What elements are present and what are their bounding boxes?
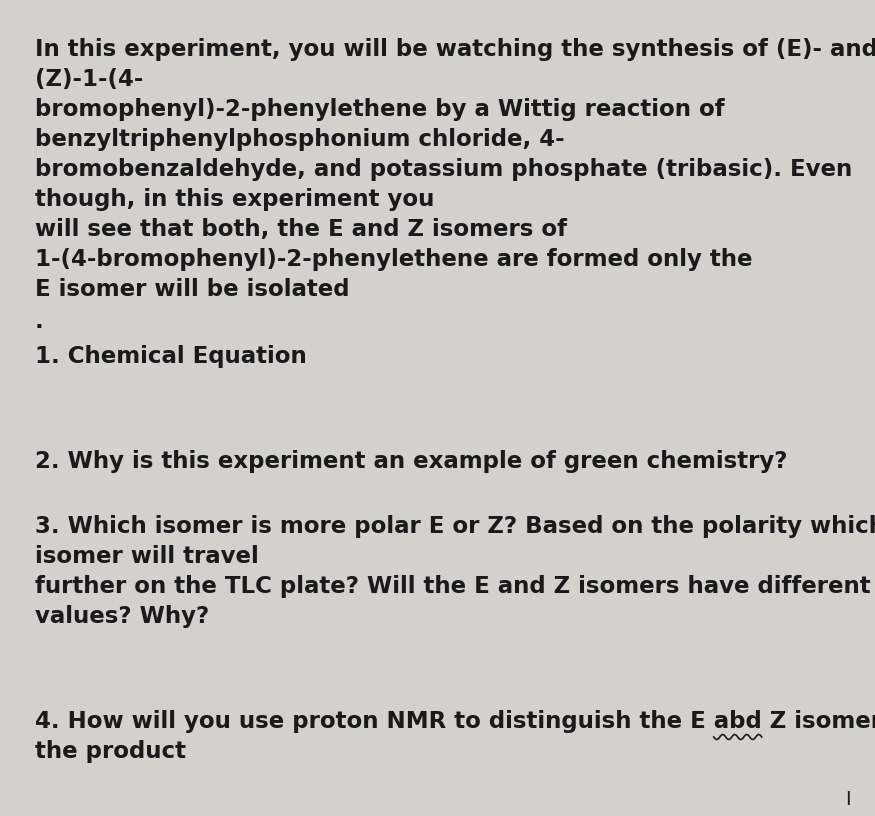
Text: .: . — [35, 310, 44, 333]
Text: 4. How will you use proton NMR to distinguish the E abd: 4. How will you use proton NMR to distin… — [35, 710, 762, 733]
Text: benzyltriphenylphosphonium chloride, 4-: benzyltriphenylphosphonium chloride, 4- — [35, 128, 564, 151]
Text: further on the TLC plate? Will the E and Z isomers have different Rf: further on the TLC plate? Will the E and… — [35, 575, 875, 598]
Text: In this experiment, you will be watching the synthesis of (E)- and: In this experiment, you will be watching… — [35, 38, 875, 61]
Text: I: I — [845, 790, 850, 809]
Text: though, in this experiment you: though, in this experiment you — [35, 188, 434, 211]
Text: bromophenyl)-2-phenylethene by a Wittig reaction of: bromophenyl)-2-phenylethene by a Wittig … — [35, 98, 724, 121]
Text: values? Why?: values? Why? — [35, 605, 209, 628]
Text: 4. How will you use proton NMR to distinguish the E abd Z isomer of: 4. How will you use proton NMR to distin… — [35, 710, 875, 733]
Text: will see that both, the E and Z isomers of: will see that both, the E and Z isomers … — [35, 218, 567, 241]
Text: the product: the product — [35, 740, 186, 763]
Text: 4. How will you use proton NMR to distinguish the E: 4. How will you use proton NMR to distin… — [35, 710, 714, 733]
Text: bromobenzaldehyde, and potassium phosphate (tribasic). Even: bromobenzaldehyde, and potassium phospha… — [35, 158, 852, 181]
Text: 3. Which isomer is more polar E or Z? Based on the polarity which: 3. Which isomer is more polar E or Z? Ba… — [35, 515, 875, 538]
Text: E isomer will be isolated: E isomer will be isolated — [35, 278, 349, 301]
Text: (Z)-1-(4-: (Z)-1-(4- — [35, 68, 144, 91]
Text: 1. Chemical Equation: 1. Chemical Equation — [35, 345, 307, 368]
Text: 1-(4-bromophenyl)-2-phenylethene are formed only the: 1-(4-bromophenyl)-2-phenylethene are for… — [35, 248, 752, 271]
Text: 2. Why is this experiment an example of green chemistry?: 2. Why is this experiment an example of … — [35, 450, 788, 473]
Text: isomer will travel: isomer will travel — [35, 545, 259, 568]
